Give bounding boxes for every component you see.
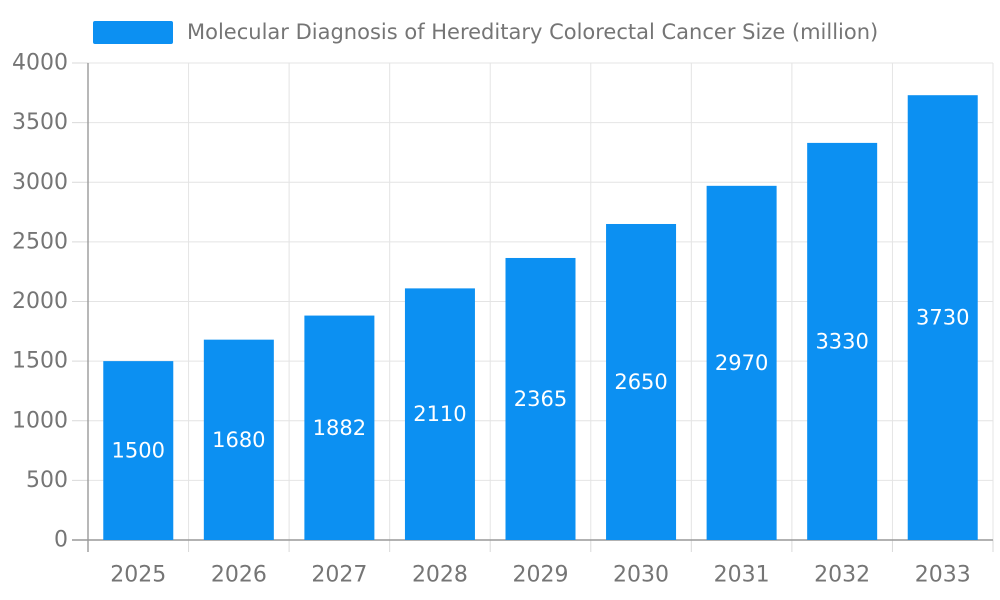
x-axis-label: 2030: [613, 563, 669, 588]
y-axis-label: 2500: [12, 229, 68, 254]
bar-value-label: 2110: [413, 402, 466, 426]
y-axis-label: 3000: [12, 170, 68, 195]
bar-value-label: 3330: [815, 329, 868, 353]
legend-swatch-icon: [93, 21, 173, 44]
y-axis-label: 1500: [12, 349, 68, 374]
bar-2031[interactable]: [706, 185, 777, 540]
y-axis-label: 2000: [12, 289, 68, 314]
bar-2029[interactable]: [505, 257, 576, 540]
x-axis-label: 2033: [915, 563, 971, 588]
x-axis-label: 2028: [412, 563, 468, 588]
bar-2025[interactable]: [103, 361, 174, 540]
bar-value-label: 1680: [212, 428, 265, 452]
x-axis-label: 2029: [513, 563, 569, 588]
y-axis-label: 4000: [12, 51, 68, 76]
bar-2027[interactable]: [304, 315, 375, 540]
x-axis-label: 2032: [814, 563, 870, 588]
bar-2032[interactable]: [807, 142, 878, 540]
y-axis-label: 0: [54, 528, 68, 553]
y-axis-label: 3500: [12, 110, 68, 135]
bar-value-label: 1500: [112, 439, 165, 463]
x-axis-label: 2031: [714, 563, 770, 588]
x-axis-label: 2025: [110, 563, 166, 588]
legend-item[interactable]: Molecular Diagnosis of Hereditary Colore…: [93, 21, 878, 44]
bar-value-label: 1882: [313, 416, 366, 440]
bar-value-label: 2650: [614, 370, 667, 394]
x-axis-label: 2027: [311, 563, 367, 588]
y-axis-label: 1000: [12, 408, 68, 433]
y-axis-label: 500: [26, 468, 68, 493]
legend-label: Molecular Diagnosis of Hereditary Colore…: [187, 20, 879, 44]
bar-value-label: 3730: [916, 306, 969, 330]
bar-2028[interactable]: [404, 288, 475, 540]
bar-2026[interactable]: [203, 339, 274, 540]
x-axis-label: 2026: [211, 563, 267, 588]
bar-value-label: 2970: [715, 351, 768, 375]
bar-value-label: 2365: [514, 387, 567, 411]
bar-2030[interactable]: [606, 223, 677, 541]
bar-2033[interactable]: [907, 95, 978, 540]
